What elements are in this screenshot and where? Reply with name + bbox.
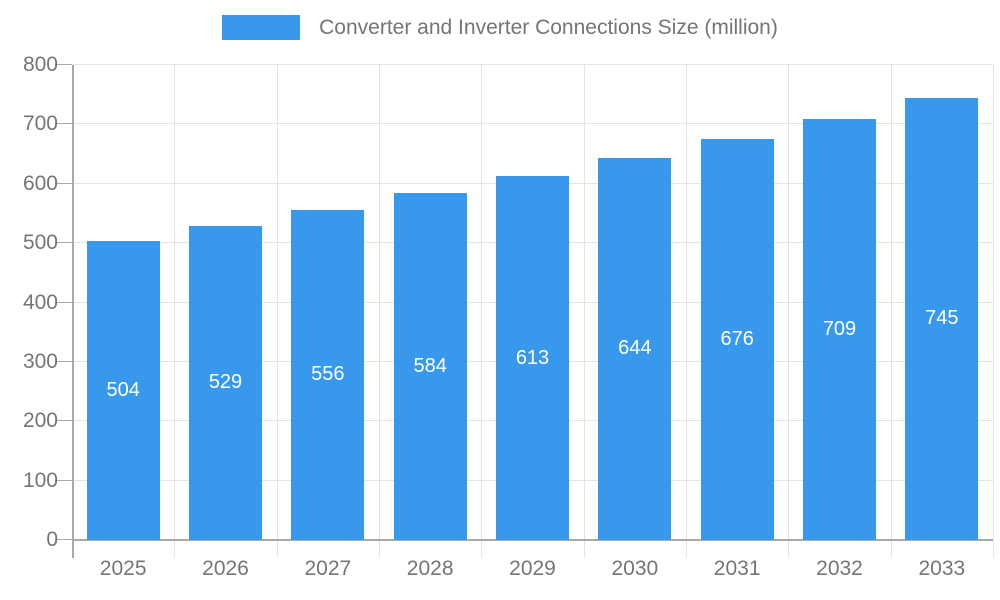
y-axis-tick [55,420,72,422]
bar-value-label: 504 [106,378,140,401]
y-axis-line [72,65,74,558]
bar-value-label: 709 [822,318,857,341]
x-axis-tick-label: 2028 [406,557,454,580]
x-axis-tick-label: 2029 [509,557,556,580]
v-gridline [993,65,994,558]
bar[interactable]: 613 [496,176,569,540]
bar[interactable]: 504 [86,240,160,540]
x-axis-tick-label: 2032 [816,557,863,580]
y-axis-tick [55,360,72,362]
x-axis-tick-label: 2030 [611,557,659,580]
v-gridline [481,65,483,558]
v-gridline [583,65,585,558]
y-axis-tick-label: 700 [22,112,58,136]
y-axis-tick-label: 600 [22,171,58,195]
y-axis-tick-label: 400 [22,290,58,314]
legend-label: Converter and Inverter Connections Size … [319,15,778,39]
legend: Converter and Inverter Connections Size … [0,15,1000,40]
h-gridline [72,64,993,65]
y-axis-tick [55,479,72,481]
bar[interactable]: 584 [393,193,467,540]
bar[interactable]: 556 [291,209,365,540]
bar[interactable]: 709 [803,119,876,540]
x-axis-tick-label: 2033 [918,557,966,580]
v-gridline [174,65,176,558]
legend-swatch [222,15,301,40]
y-axis-tick-label: 300 [22,349,58,373]
y-axis-tick-label: 800 [22,53,58,76]
h-gridline [72,123,993,125]
y-axis-tick [55,301,72,303]
bar[interactable]: 745 [905,97,979,540]
bar[interactable]: 644 [598,157,672,540]
bar-value-label: 556 [311,363,345,386]
y-axis-tick-label: 0 [46,528,58,551]
bar[interactable]: 676 [700,138,774,540]
bar-value-label: 676 [720,327,754,350]
x-axis-tick-label: 2025 [99,557,147,580]
v-gridline [890,65,892,558]
y-axis-tick [55,539,72,540]
y-axis-tick [55,123,72,125]
v-gridline [276,65,278,558]
plot-area: 504 529 556 584 613 644 676 709 745 [55,64,994,558]
bar-value-label: 529 [208,371,243,394]
y-axis-tick-label: 100 [22,468,58,492]
v-gridline [379,65,380,558]
v-gridline [686,65,687,558]
y-axis-tick [55,64,72,65]
y-axis-tick [55,182,72,184]
x-axis-line [72,539,993,541]
bar[interactable]: 529 [189,225,262,540]
x-axis-tick-label: 2026 [202,557,249,580]
y-axis-tick-label: 200 [22,409,58,433]
bar-value-label: 644 [618,337,652,360]
bar-value-label: 613 [515,346,550,369]
y-axis-tick-label: 500 [22,231,58,255]
v-gridline [788,65,790,558]
y-axis-tick [55,242,72,244]
x-axis-tick-label: 2027 [304,557,352,580]
bar-value-label: 584 [413,355,447,378]
bar-value-label: 745 [925,307,959,330]
x-axis-tick-label: 2031 [713,557,761,580]
